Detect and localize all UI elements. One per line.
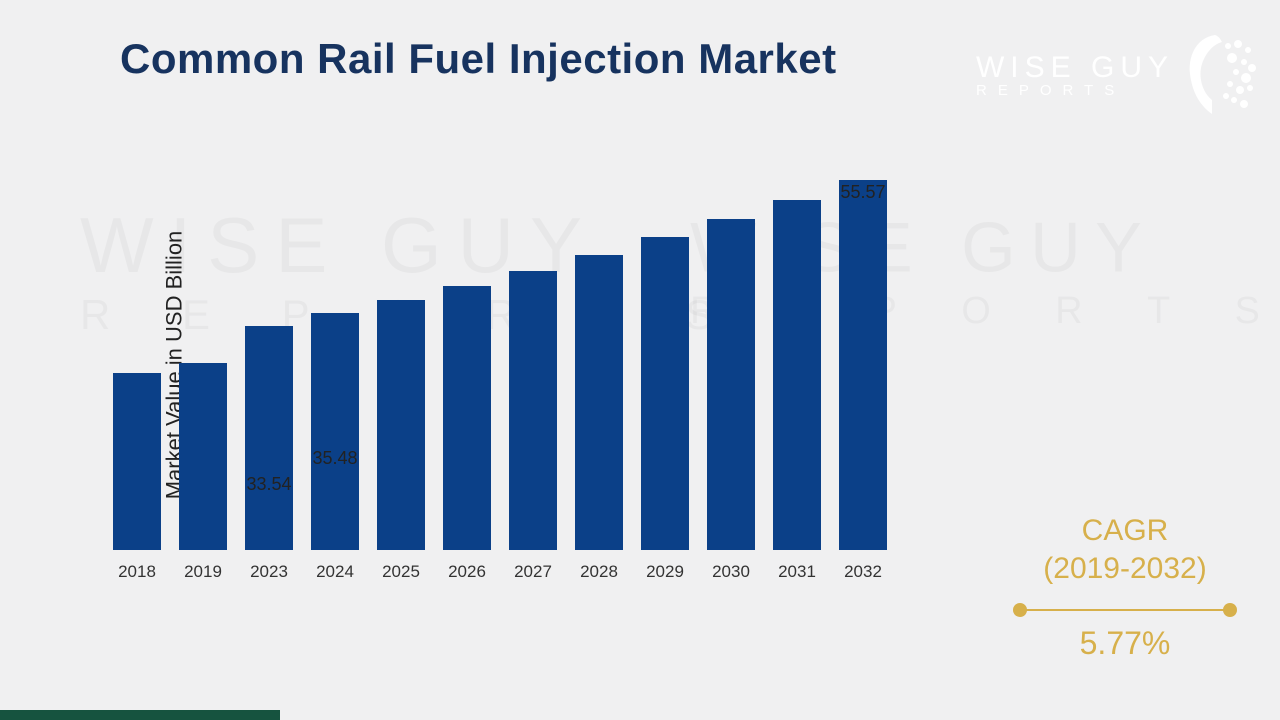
cagr-rule [1020,609,1230,611]
x-tick-label: 2028 [566,556,632,582]
x-tick-label: 2025 [368,556,434,582]
x-tick-label: 2026 [434,556,500,582]
bar [443,286,491,550]
bar-wrap [500,271,566,550]
bar-chart: Market Value in USD Billion 33.5435.4855… [70,150,900,580]
bar-wrap [434,286,500,550]
bar [707,219,755,550]
bar-wrap [698,219,764,550]
bar [245,326,293,550]
x-tick-label: 2031 [764,556,830,582]
bar-wrap [368,300,434,550]
brand-logo: WISE GUY REPORTS [976,30,1260,120]
bar-value-label: 35.48 [312,448,357,469]
cagr-value: 5.77% [980,625,1270,662]
bar-wrap [170,363,236,550]
bars-container: 33.54 35.48 55.57 [100,150,900,550]
bar-wrap [566,255,632,550]
bar [113,373,161,550]
x-tick-label: 2029 [632,556,698,582]
x-tick-label: 2019 [170,556,236,582]
bar-wrap: 33.54 [236,326,302,550]
cagr-block: CAGR (2019-2032) 5.77% [980,512,1270,662]
bar-value-label: 33.54 [246,474,291,495]
bar [509,271,557,550]
x-tick-label: 2024 [302,556,368,582]
bar [575,255,623,550]
bar-value-label: 55.57 [840,182,885,203]
x-tick-label: 2023 [236,556,302,582]
x-axis-labels: 2018201920232024202520262027202820292030… [100,556,900,582]
head-icon [1180,30,1260,120]
x-tick-label: 2032 [830,556,896,582]
logo-line2: REPORTS [976,83,1174,98]
x-tick-label: 2027 [500,556,566,582]
bar [311,313,359,550]
bar-wrap: 55.57 [830,180,896,550]
x-tick-label: 2018 [104,556,170,582]
infographic-stage: WISE GUY R E P O R T S WISE GUY R E P O … [0,0,1280,720]
bar [641,237,689,550]
bar [773,200,821,550]
bar [377,300,425,550]
logo-line1: WISE GUY [976,53,1174,83]
plot-area: 33.54 35.48 55.57 [100,150,900,550]
bar-wrap: 35.48 [302,313,368,550]
bar [179,363,227,550]
bar-wrap [764,200,830,550]
x-tick-label: 2030 [698,556,764,582]
chart-title: Common Rail Fuel Injection Market [120,35,837,83]
bar-wrap [104,373,170,550]
cagr-label: CAGR (2019-2032) [980,512,1270,587]
bottom-accent-bar [0,710,280,720]
bar-wrap [632,237,698,550]
bar [839,180,887,550]
